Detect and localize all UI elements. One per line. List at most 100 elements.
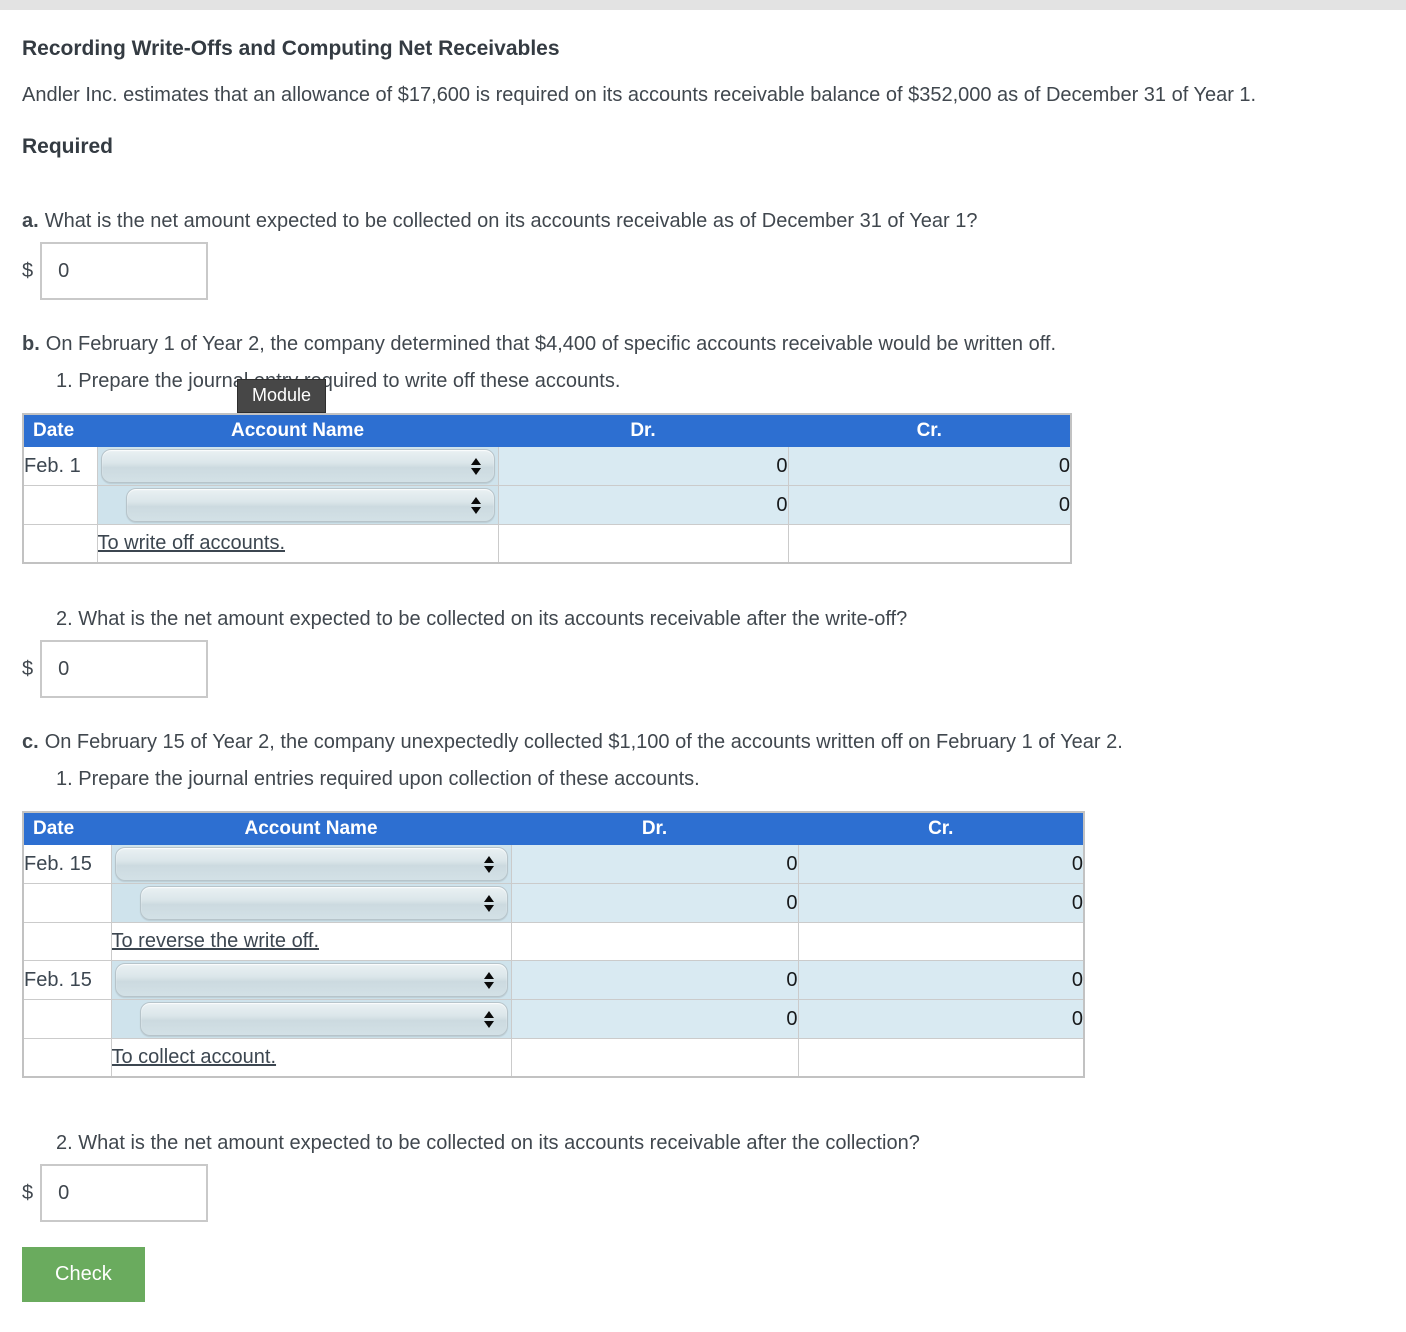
question-a: a. What is the net amount expected to be … [22,206,1384,236]
table-header-row: Date Account Name Dr. Cr. [22,413,1072,447]
problem-statement: Andler Inc. estimates that an allowance … [22,84,1257,106]
cr-empty-cell [797,922,1085,961]
journal-entry-row: 0 0 [22,883,1085,923]
journal-note-row: To collect account. [22,1038,1085,1078]
journal-note-row: To reverse the write off. [22,922,1085,961]
cr-value-cell[interactable]: 0 [797,999,1085,1039]
answer-row-b2: $ [22,640,1384,698]
top-divider [0,0,1406,10]
page-title: Recording Write-Offs and Computing Net R… [22,37,560,60]
journal-entry-row: Feb. 15 0 0 [22,844,1085,884]
dr-value-cell[interactable]: 0 [510,883,799,923]
note-cell: To collect account. [110,1038,512,1078]
note-cell: To reverse the write off. [110,922,512,961]
journal-table-b: Date Account Name Dr. Cr. Feb. 1 0 0 0 [22,413,1072,564]
cr-value-cell[interactable]: 0 [797,883,1085,923]
account-cell [96,446,499,486]
dr-value-cell[interactable]: 0 [510,999,799,1039]
date-cell [22,999,112,1039]
select-spinner-icon [470,496,481,514]
account-cell [96,485,499,525]
question-a-label: a. [22,210,39,232]
note-cell: To write off accounts. [96,524,499,564]
dr-value-cell[interactable]: 0 [497,446,789,486]
statement-b: b. On February 1 of Year 2, the company d… [22,328,1384,360]
cr-empty-cell [787,524,1072,564]
required-heading: Required [22,135,114,158]
statement-b-label: b. [22,333,40,355]
date-cell: Feb. 15 [22,844,112,884]
select-spinner-icon [483,1010,494,1028]
account-name-select[interactable] [114,963,508,997]
answer-input-b2[interactable] [40,640,209,698]
account-name-select[interactable] [114,847,508,881]
date-cell [22,524,98,564]
date-cell [22,485,98,525]
answer-input-c2[interactable] [40,1164,209,1222]
account-name-select[interactable] [139,886,508,920]
journal-note-link[interactable]: To reverse the write off. [111,930,319,952]
table-header-row: Date Account Name Dr. Cr. [22,811,1085,845]
journal-entry-row: Feb. 1 0 0 [22,446,1072,486]
currency-label: $ [22,657,34,680]
instruction-b1: 1. Prepare the journal entry required to… [56,370,1384,413]
statement-b-text: On February 1 of Year 2, the company det… [45,333,1057,355]
account-name-select[interactable] [100,449,495,483]
dr-value-cell[interactable]: 0 [497,485,789,525]
dr-empty-cell [497,524,789,564]
dr-empty-cell [510,1038,799,1078]
account-name-select[interactable] [125,488,495,522]
dr-empty-cell [510,922,799,961]
dr-value-cell[interactable]: 0 [510,844,799,884]
statement-c: c. On February 15 of Year 2, the company … [22,726,1384,758]
cr-value-cell[interactable]: 0 [797,844,1085,884]
column-header-account: Account Name [110,811,512,845]
journal-entry-row: 0 0 [22,485,1072,525]
account-name-select[interactable] [139,1002,508,1036]
date-cell: Feb. 1 [22,446,98,486]
column-header-account: Account Name [96,413,499,447]
select-spinner-icon [483,894,494,912]
account-cell [110,883,512,923]
account-cell [110,844,512,884]
select-spinner-icon [470,457,481,475]
cr-value-cell[interactable]: 0 [787,485,1072,525]
journal-note-link[interactable]: To write off accounts. [97,532,285,554]
date-cell [22,1038,112,1078]
dr-value-cell[interactable]: 0 [510,960,799,1000]
column-header-cr: Cr. [797,811,1085,845]
date-cell: Feb. 15 [22,960,112,1000]
account-cell [110,960,512,1000]
answer-input-a[interactable] [40,242,209,300]
statement-c-text: On February 15 of Year 2, the company un… [44,731,1123,753]
question-c2: 2. What is the net amount expected to be… [56,1132,920,1154]
date-cell [22,883,112,923]
select-spinner-icon [483,855,494,873]
cr-empty-cell [797,1038,1085,1078]
instruction-b1-text: 1. Prepare the journal entry required to… [56,370,621,392]
currency-label: $ [22,1181,34,1204]
answer-row-c2: $ [22,1164,1384,1222]
check-button[interactable]: Check [22,1247,145,1302]
statement-c-label: c. [22,731,39,753]
date-cell [22,922,112,961]
column-header-dr: Dr. [510,811,799,845]
currency-label: $ [22,259,34,282]
journal-entry-row: Feb. 15 0 0 [22,960,1085,1000]
question-a-text: What is the net amount expected to be co… [44,210,978,232]
column-header-dr: Dr. [497,413,789,447]
module-tooltip: Module [237,379,327,413]
journal-note-link[interactable]: To collect account. [111,1046,277,1068]
instruction-c1: 1. Prepare the journal entries required … [56,768,1384,791]
answer-row-a: $ [22,242,1384,300]
question-b2: 2. What is the net amount expected to be… [56,608,908,630]
cr-value-cell[interactable]: 0 [787,446,1072,486]
column-header-cr: Cr. [787,413,1072,447]
exercise-page: Recording Write-Offs and Computing Net R… [0,37,1406,1332]
column-header-date: Date [22,811,112,845]
journal-entry-row: 0 0 [22,999,1085,1039]
journal-table-c: Date Account Name Dr. Cr. Feb. 15 0 0 0 [22,811,1085,1078]
cr-value-cell[interactable]: 0 [797,960,1085,1000]
column-header-date: Date [22,413,98,447]
journal-note-row: To write off accounts. [22,524,1072,564]
